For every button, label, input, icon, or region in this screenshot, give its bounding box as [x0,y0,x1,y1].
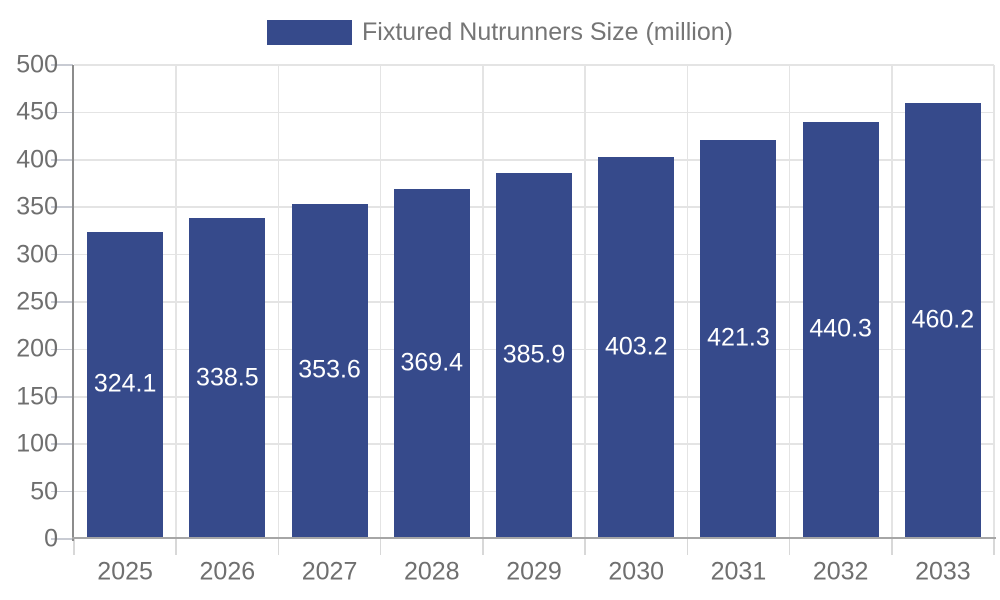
y-axis-tick [51,396,73,398]
bar-value-label: 460.2 [911,305,975,334]
bar[interactable] [189,218,266,537]
horizontal-gridline [74,159,994,161]
bar[interactable] [291,203,368,537]
x-axis-tick [175,539,177,555]
legend-item[interactable]: Fixtured Nutrunners Size (million) [0,18,1000,46]
x-axis-tick [277,539,280,555]
vertical-gridline [584,65,586,539]
y-axis-label: 400 [16,145,58,174]
bar-value-label: 421.3 [707,323,770,352]
bar-value-label: 324.1 [93,369,157,398]
vertical-gridline [175,65,177,539]
x-axis-tick [73,539,75,555]
y-axis-label: 300 [16,240,58,269]
vertical-gridline [993,65,995,539]
bar-value-label: 338.5 [196,363,259,392]
vertical-gridline [379,65,382,539]
y-axis-label: 200 [16,334,58,363]
legend-swatch [267,19,353,45]
x-axis-label: 2031 [710,557,767,586]
y-axis-tick [51,64,73,66]
bar[interactable] [87,231,164,537]
horizontal-gridline [74,64,994,66]
bar-value-label: 403.2 [604,332,668,361]
y-axis-label: 150 [16,382,58,411]
y-axis-tick [51,111,73,114]
vertical-gridline [482,65,484,539]
y-axis-tick [51,348,73,351]
bar-value-label: 353.6 [298,355,361,384]
vertical-gridline [891,65,893,539]
y-axis-tick [51,253,73,256]
y-axis-label: 450 [16,97,58,126]
vertical-gridline [686,65,689,539]
y-axis-label: 100 [16,429,58,458]
x-axis-label: 2028 [403,557,460,586]
y-axis-tick [51,206,73,208]
y-axis-label: 0 [44,524,58,553]
bar[interactable] [393,188,470,537]
x-axis-label: 2032 [812,557,869,586]
y-axis-tick [51,301,73,303]
y-axis-line [72,65,74,541]
x-axis-label: 2027 [301,557,358,586]
x-axis-tick [788,539,791,555]
vertical-gridline [277,65,280,539]
x-axis-line [72,537,996,539]
x-axis-tick [482,539,484,555]
x-axis-label: 2026 [199,557,256,586]
x-axis-label: 2025 [97,557,153,586]
x-axis-label: 2033 [915,557,971,586]
bar[interactable] [496,173,572,537]
y-axis-label: 250 [16,287,58,316]
y-axis-label: 350 [16,192,58,221]
y-axis-label: 50 [30,477,58,506]
legend-label: Fixtured Nutrunners Size (million) [362,17,733,46]
y-axis-tick [51,159,73,161]
bar[interactable] [598,156,675,537]
x-axis-label: 2030 [608,557,665,586]
horizontal-gridline [74,111,994,114]
bar[interactable] [700,139,777,537]
x-axis-label: 2029 [506,557,562,586]
x-axis-tick [993,539,995,555]
bar[interactable] [802,121,879,537]
y-axis-tick [51,490,73,493]
y-axis-tick [51,443,73,445]
vertical-gridline [788,65,791,539]
bar[interactable] [904,102,981,537]
bar-value-label: 440.3 [809,314,872,343]
bar-value-label: 369.4 [400,348,464,377]
x-axis-tick [584,539,586,555]
y-axis-label: 500 [16,50,58,79]
y-axis-tick [51,538,73,540]
bar-value-label: 385.9 [502,340,566,369]
x-axis-tick [891,539,893,555]
x-axis-tick [379,539,382,555]
x-axis-tick [686,539,689,555]
